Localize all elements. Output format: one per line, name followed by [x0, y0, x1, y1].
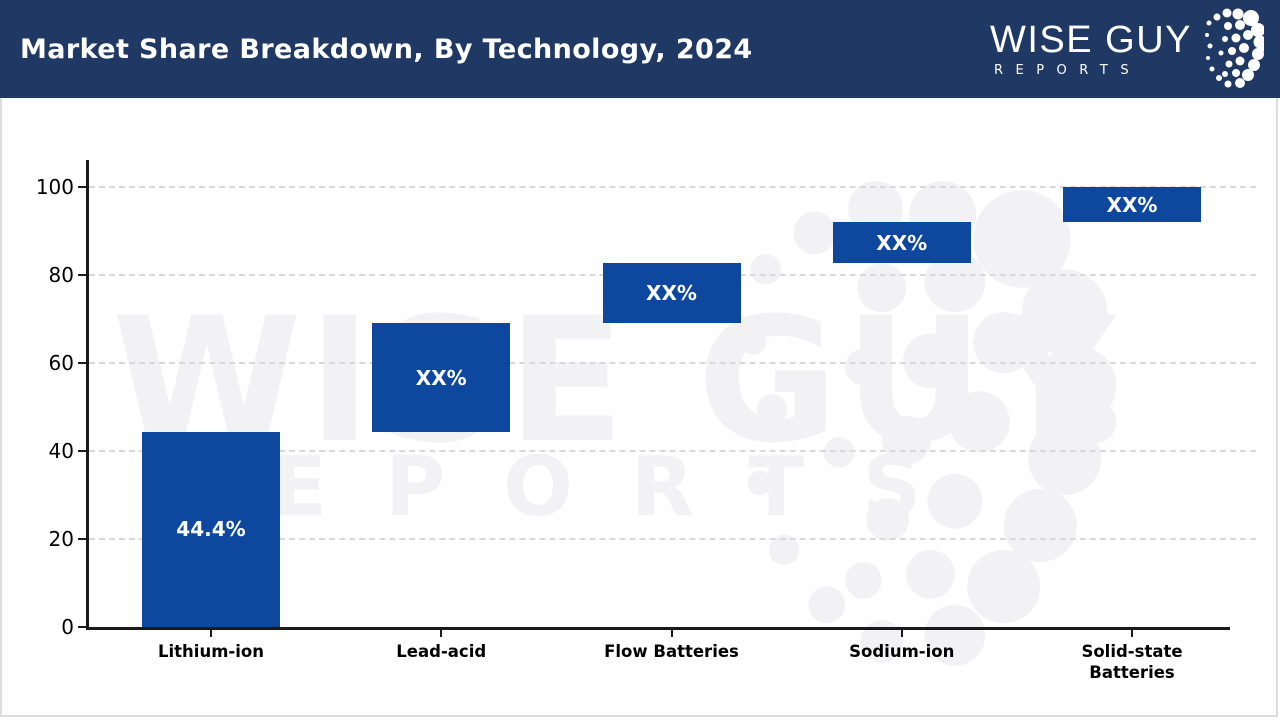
x-tick-mark [670, 630, 673, 637]
bar-segment: XX% [602, 263, 741, 324]
y-tick-label: 20 [48, 527, 74, 551]
x-tick-mark [900, 630, 903, 637]
y-tick-mark [78, 274, 86, 276]
x-category-label: Solid-state Batteries [1081, 642, 1183, 683]
y-tick-mark [78, 362, 86, 364]
y-tick-label: 0 [61, 615, 74, 639]
y-tick-mark [78, 538, 86, 540]
x-axis-line [86, 627, 1230, 630]
bar-value-label: XX% [415, 365, 467, 390]
page-title: Market Share Breakdown, By Technology, 2… [20, 33, 753, 65]
x-category-label: Flow Batteries [604, 642, 739, 661]
y-tick-mark [78, 626, 86, 628]
bar-value-label: 44.4% [176, 517, 246, 542]
y-tick-label: 60 [48, 351, 74, 375]
bar-value-label: XX% [876, 230, 928, 255]
y-tick-label: 80 [48, 263, 74, 287]
bar-segment: XX% [1063, 187, 1201, 223]
logo-face-icon [1205, 8, 1264, 88]
y-tick-mark [78, 450, 86, 452]
bar-segment: XX% [372, 323, 511, 432]
y-tick-label: 100 [35, 175, 74, 199]
y-tick-label: 40 [48, 439, 74, 463]
wise-guy-logo: WISE GUY REPORTS [990, 8, 1280, 90]
y-gridline [89, 186, 1256, 188]
y-axis-line [86, 160, 89, 629]
x-tick-mark [210, 630, 212, 637]
bar-value-label: XX% [1106, 192, 1158, 217]
x-category-label: Lead-acid [396, 642, 487, 661]
logo-text: WISE GUY REPORTS [990, 21, 1192, 77]
x-category-label: Lithium-ion [158, 642, 264, 661]
chart-area: WISE GUY REPORTS 0 20 40 60 80 100 Lithium-ion… [0, 98, 1280, 720]
x-tick-mark [1131, 630, 1133, 637]
y-gridline [89, 362, 1256, 364]
logo-subtitle: REPORTS [993, 63, 1142, 78]
logo-wordmark: WISE GUY [989, 19, 1192, 61]
x-category-label: Sodium-ion [849, 642, 955, 661]
y-tick-mark [78, 186, 86, 188]
x-tick-mark [440, 630, 443, 637]
y-gridline [89, 450, 1256, 452]
bar-value-label: XX% [646, 281, 697, 306]
bar-segment: XX% [832, 222, 971, 264]
bar-segment: 44.4% [142, 431, 280, 627]
header-bar: Market Share Breakdown, By Technology, 2… [0, 0, 1280, 98]
y-gridline [89, 538, 1256, 540]
